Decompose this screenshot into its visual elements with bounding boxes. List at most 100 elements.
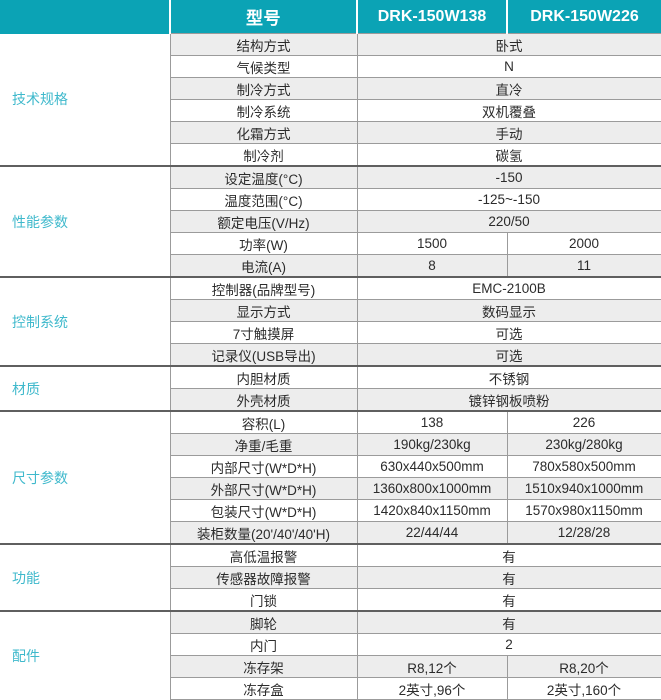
header-model-2: DRK-150W226 <box>506 0 661 34</box>
header-model-1: DRK-150W138 <box>356 0 507 34</box>
spec-value-cell: EMC-2100B <box>356 276 661 300</box>
table-row: 内门 2 <box>0 633 661 656</box>
spec-value-cell: 1510x940x1000mm <box>506 477 661 500</box>
table-row: 显示方式 数码显示 <box>0 299 661 322</box>
spec-value-cell: 138 <box>356 410 508 434</box>
spec-value-cell: 有 <box>356 543 661 567</box>
table-row: 功能 高低温报警有 <box>0 543 661 611</box>
table-row: 传感器故障报警有 <box>0 566 661 589</box>
header-corner-cell <box>0 0 170 34</box>
spec-value-cell: 22/44/44 <box>356 521 508 545</box>
table-row: 配件 脚轮有 <box>0 610 661 700</box>
table-row: 化霜方式 手动 <box>0 121 661 144</box>
spec-label-cell: 内部尺寸(W*D*H) <box>169 455 358 478</box>
spec-value-cell: -125~-150 <box>356 188 661 211</box>
spec-value-cell: 1570x980x1150mm <box>506 499 661 522</box>
spec-value-cell: 230kg/280kg <box>506 433 661 456</box>
spec-value-cell: 2 <box>356 633 661 656</box>
spec-value-cell: 226 <box>506 410 661 434</box>
header-model-label: 型号 <box>169 0 357 34</box>
section-name-cell: 性能参数 <box>0 165 171 277</box>
spec-label-cell: 记录仪(USB导出) <box>169 343 358 367</box>
table-row: 温度范围(°C) -125~-150 <box>0 188 661 211</box>
section-name-cell: 功能 <box>0 543 171 611</box>
spec-label-cell: 7寸触摸屏 <box>169 321 358 344</box>
spec-value-cell: 可选 <box>356 321 661 344</box>
spec-label-cell: 外壳材质 <box>169 388 358 412</box>
table-row: 内部尺寸(W*D*H) 630x440x500mm 780x580x500mm <box>0 455 661 478</box>
spec-value-cell: R8,20个 <box>506 655 661 678</box>
spec-value-cell: 手动 <box>356 121 661 144</box>
table-row: 包装尺寸(W*D*H) 1420x840x1150mm 1570x980x1150m… <box>0 499 661 522</box>
spec-label-cell: 冻存架 <box>169 655 358 678</box>
spec-value-cell: 镀锌钢板喷粉 <box>356 388 661 412</box>
spec-value-cell: 8 <box>356 254 508 278</box>
table-row: 材质 内胆材质 不锈钢 <box>0 365 661 411</box>
spec-value-cell: 12/28/28 <box>506 521 661 545</box>
spec-value-cell: 2英寸,160个 <box>506 677 661 700</box>
section-name-cell: 配件 <box>0 610 171 700</box>
table-row: 制冷系统 双机覆叠 <box>0 99 661 122</box>
spec-value-cell: 780x580x500mm <box>506 455 661 478</box>
spec-label-cell: 传感器故障报警 <box>169 566 358 589</box>
spec-value-cell: R8,12个 <box>356 655 508 678</box>
spec-label-cell: 净重/毛重 <box>169 433 358 456</box>
spec-value-cell: 有 <box>356 610 661 634</box>
spec-value-cell: 有 <box>356 566 661 589</box>
spec-label-cell: 高低温报警 <box>169 543 358 567</box>
header-row: 型号 DRK-150W138 DRK-150W226 <box>0 0 661 34</box>
table-row: 功率(W) 1500 2000 <box>0 232 661 255</box>
section-name-cell: 材质 <box>0 365 171 411</box>
spec-value-cell: 不锈钢 <box>356 365 661 389</box>
table-row: 电流(A) 8 11 <box>0 254 661 278</box>
table-row: 制冷剂 碳氢 <box>0 143 661 167</box>
spec-label-cell: 电流(A) <box>169 254 358 278</box>
spec-label-cell: 制冷系统 <box>169 99 358 122</box>
spec-value-cell: 630x440x500mm <box>356 455 508 478</box>
spec-value-cell: 220/50 <box>356 210 661 233</box>
spec-value-cell: 可选 <box>356 343 661 367</box>
spec-label-cell: 制冷方式 <box>169 77 358 100</box>
spec-label-cell: 门锁 <box>169 588 358 612</box>
section-name-cell: 控制系统 <box>0 276 171 366</box>
table-row: 7寸触摸屏 可选 <box>0 321 661 344</box>
spec-value-cell: -150 <box>356 165 661 189</box>
table-row: 门锁有 <box>0 588 661 612</box>
spec-label-cell: 容积(L) <box>169 410 358 434</box>
section-name-cell: 尺寸参数 <box>0 410 171 544</box>
spec-value-cell: 2英寸,96个 <box>356 677 508 700</box>
table-row: 气候类型 N <box>0 55 661 78</box>
table-row: 尺寸参数 容积(L) 138 226 <box>0 410 661 544</box>
spec-label-cell: 脚轮 <box>169 610 358 634</box>
spec-label-cell: 包装尺寸(W*D*H) <box>169 499 358 522</box>
spec-value-cell: 2000 <box>506 232 661 255</box>
table-row: 性能参数 设定温度(°C) -150 <box>0 165 661 277</box>
spec-value-cell: 有 <box>356 588 661 612</box>
table-row: 冻存架 R8,12个 R8,20个 <box>0 655 661 678</box>
spec-value-cell: 数码显示 <box>356 299 661 322</box>
spec-label-cell: 内门 <box>169 633 358 656</box>
spec-label-cell: 化霜方式 <box>169 121 358 144</box>
spec-value-cell: 卧式 <box>356 33 661 56</box>
spec-value-cell: 碳氢 <box>356 143 661 167</box>
table-row: 技术规格 结构方式 卧式 <box>0 33 661 166</box>
spec-label-cell: 结构方式 <box>169 33 358 56</box>
section-name-cell: 技术规格 <box>0 33 171 166</box>
spec-label-cell: 气候类型 <box>169 55 358 78</box>
spec-value-cell: 直冷 <box>356 77 661 100</box>
spec-value-cell: N <box>356 55 661 78</box>
spec-value-cell: 双机覆叠 <box>356 99 661 122</box>
spec-value-cell: 1360x800x1000mm <box>356 477 508 500</box>
table-row: 外部尺寸(W*D*H) 1360x800x1000mm 1510x940x1000m… <box>0 477 661 500</box>
spec-value-cell: 11 <box>506 254 661 278</box>
spec-label-cell: 制冷剂 <box>169 143 358 167</box>
spec-label-cell: 内胆材质 <box>169 365 358 389</box>
table-row: 控制系统 控制器(品牌型号) EMC-2100B <box>0 276 661 366</box>
spec-label-cell: 控制器(品牌型号) <box>169 276 358 300</box>
spec-label-cell: 功率(W) <box>169 232 358 255</box>
spec-table-body: 技术规格 结构方式 卧式 气候类型 N 制冷方式 直冷 制冷系统 双机覆叠 化霜方式 手动 制冷剂 碳氢… <box>0 33 661 700</box>
spec-label-cell: 显示方式 <box>169 299 358 322</box>
spec-label-cell: 额定电压(V/Hz) <box>169 210 358 233</box>
spec-label-cell: 设定温度(°C) <box>169 165 358 189</box>
